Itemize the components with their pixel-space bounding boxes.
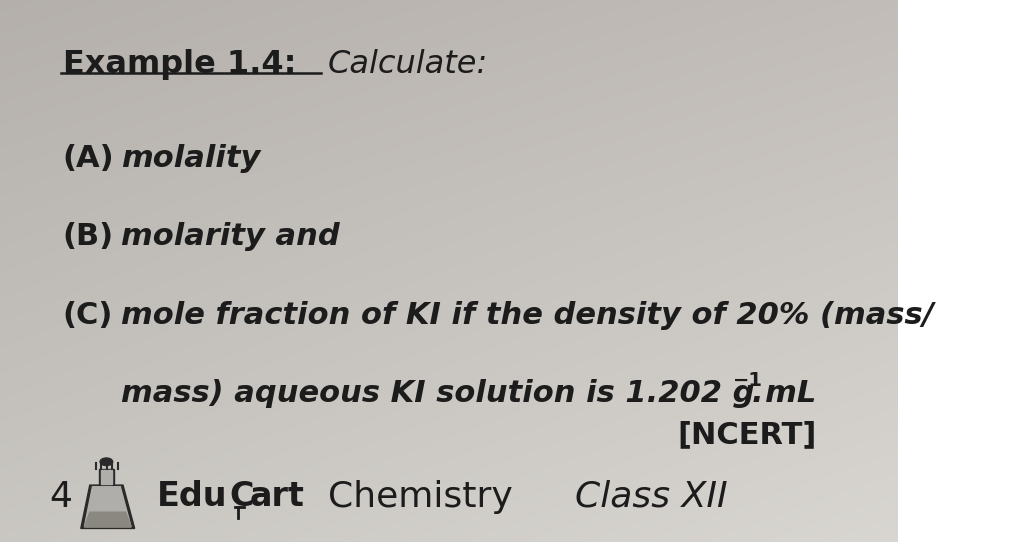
Polygon shape [100, 470, 113, 484]
Text: 4: 4 [49, 480, 73, 514]
Text: mole fraction of KI if the density of 20% (mass/: mole fraction of KI if the density of 20… [121, 301, 934, 330]
Text: mass) aqueous KI solution is 1.202 g mL: mass) aqueous KI solution is 1.202 g mL [121, 379, 816, 409]
Text: (B): (B) [62, 222, 114, 251]
Polygon shape [84, 512, 131, 527]
Polygon shape [81, 485, 135, 528]
Text: Example 1.4:: Example 1.4: [62, 49, 296, 80]
Text: Edu: Edu [157, 480, 227, 513]
Text: molarity and: molarity and [121, 222, 340, 251]
Text: molality: molality [121, 144, 260, 173]
Polygon shape [84, 487, 131, 527]
Text: C: C [229, 480, 253, 513]
Text: (A): (A) [62, 144, 115, 173]
Text: Calculate:: Calculate: [328, 49, 487, 80]
Text: Chemistry: Chemistry [328, 480, 512, 514]
Polygon shape [98, 469, 114, 485]
Text: Class XII: Class XII [574, 480, 727, 514]
Text: (C): (C) [62, 301, 114, 330]
Circle shape [100, 458, 113, 466]
Text: art: art [250, 480, 304, 513]
Text: .: . [752, 379, 763, 409]
Text: [NCERT]: [NCERT] [678, 420, 817, 449]
Text: −1: −1 [733, 371, 764, 390]
